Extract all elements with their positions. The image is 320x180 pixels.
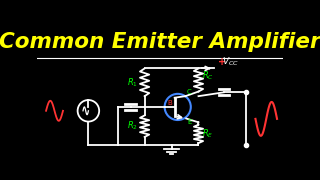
Text: Common Emitter Amplifier: Common Emitter Amplifier (0, 32, 320, 52)
Text: E: E (187, 119, 191, 125)
Text: $R_C$: $R_C$ (202, 70, 214, 82)
Text: $R_1$: $R_1$ (127, 76, 138, 89)
Text: $R_2$: $R_2$ (127, 120, 138, 132)
Text: $R_E$: $R_E$ (202, 128, 214, 140)
Text: $V_{CC}$: $V_{CC}$ (222, 55, 239, 68)
Text: B: B (167, 100, 172, 106)
Text: $\mathbf{+}$: $\mathbf{+}$ (217, 56, 226, 67)
Text: C: C (186, 89, 191, 95)
